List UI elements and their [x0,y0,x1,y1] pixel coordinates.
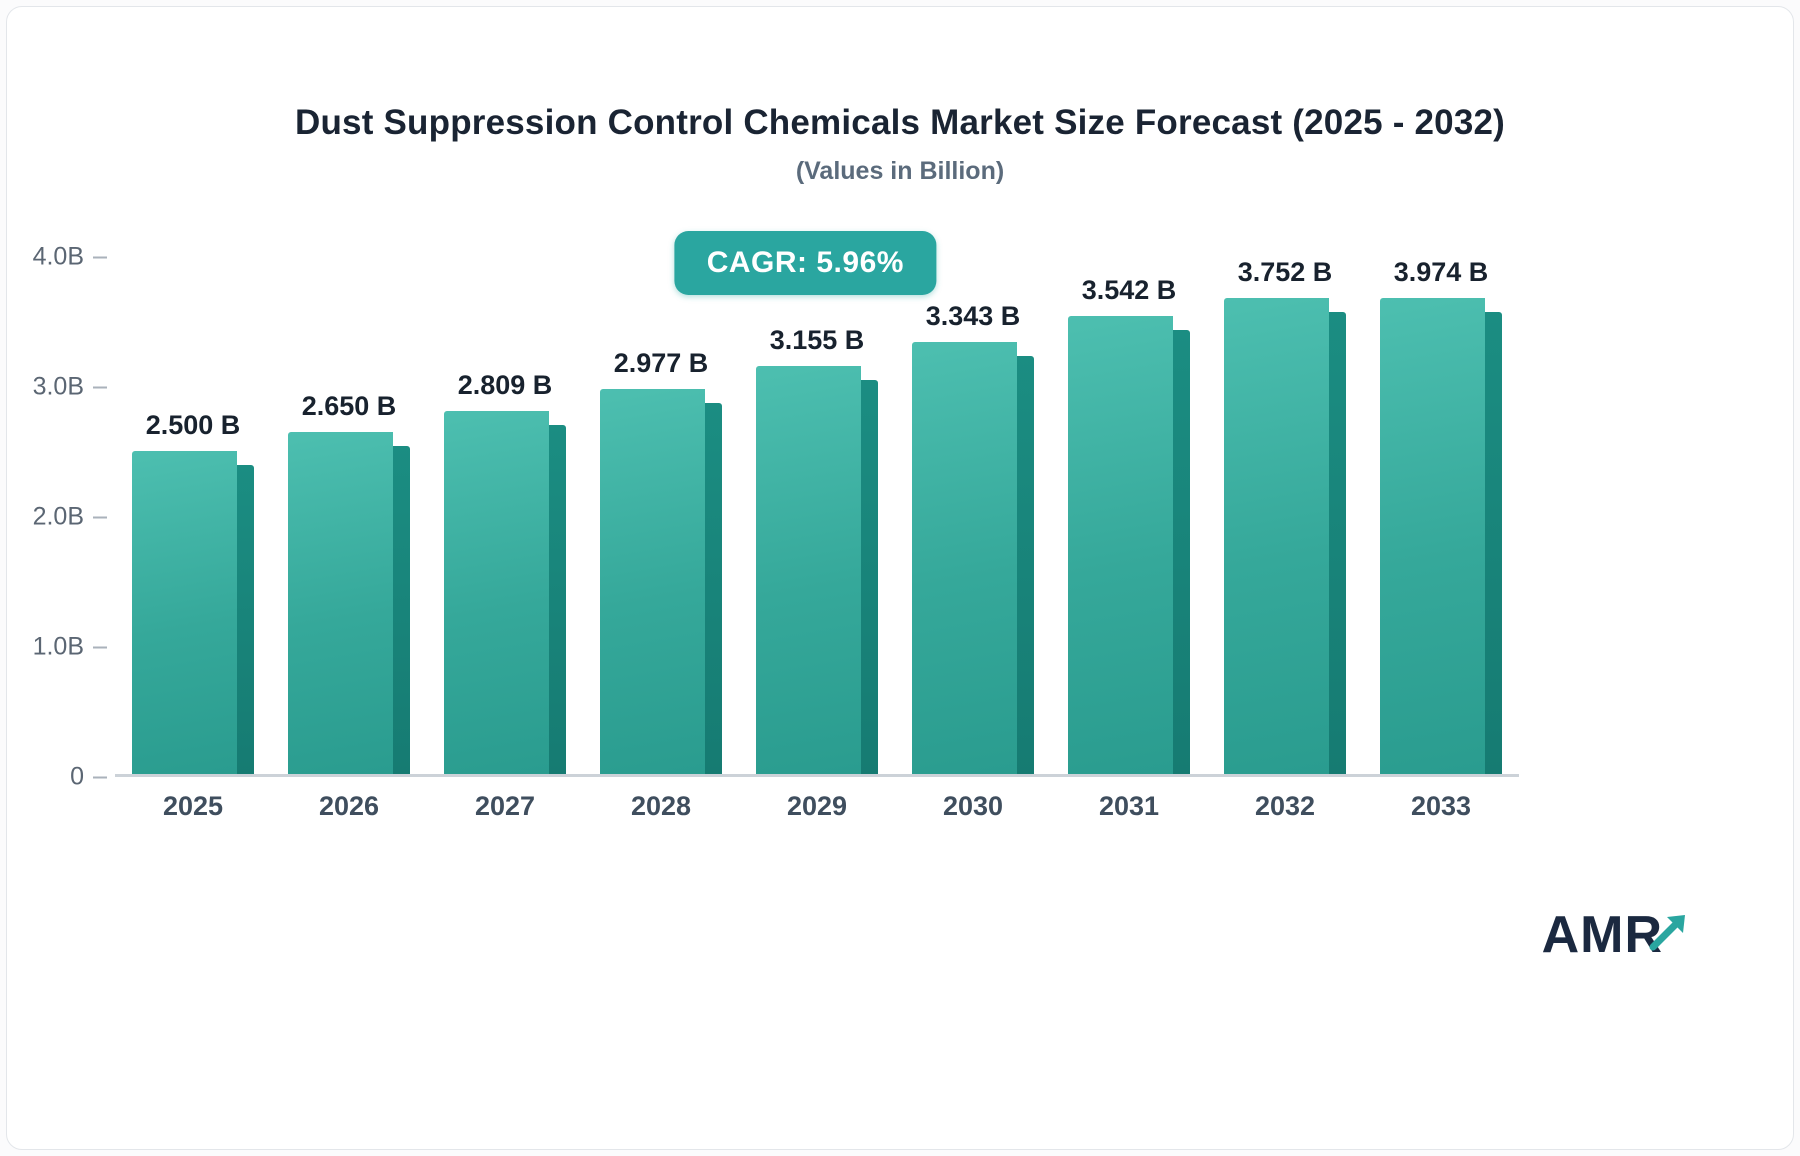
bars: 2.500 B 2.650 B 2.809 B 2.977 B 3.155 B 3.343… [115,257,1519,774]
x-tick-label: 2031 [1098,791,1160,821]
cagr-badge: CAGR: 5.96% [674,231,936,295]
x-tick-label: 2032 [1254,791,1316,821]
bar-value-label: 2.500 B [145,409,241,440]
y-tick-mark [93,516,107,518]
bar-side-shade [1485,312,1502,774]
x-tick-label: 2030 [942,791,1004,821]
bar [288,431,410,774]
x-tick-label: 2028 [630,791,692,821]
bar-group: 3.752 B [1207,257,1363,774]
y-tick-mark [93,386,107,388]
x-tick-label: 2029 [786,791,848,821]
y-axis: 0 1.0B 2.0B 3.0B 4.0B [7,243,107,791]
x-tick-label: 2033 [1410,791,1472,821]
bar-face [1224,298,1329,774]
bar-group: 2.809 B [427,257,583,774]
y-tick: 0 [70,763,107,792]
bar-side-shade [1329,312,1346,774]
bar [756,366,878,774]
bar-value-label: 3.542 B [1081,275,1177,306]
chart-card: Dust Suppression Control Chemicals Marke… [6,6,1794,1150]
plot-area: 2.500 B 2.650 B 2.809 B 2.977 B 3.155 B 3.343… [115,257,1519,777]
bar-side-shade [393,445,410,774]
bar-value-label: 3.752 B [1237,257,1333,287]
bar-face [132,450,237,774]
y-tick-mark [93,646,107,648]
y-tick: 3.0B [33,373,107,402]
bar-group: 2.650 B [271,257,427,774]
y-tick: 2.0B [33,503,107,532]
bar-face [756,366,861,774]
bar-group: 3.542 B [1051,257,1207,774]
x-tick-label: 2027 [474,791,536,821]
bar-value-label: 2.977 B [613,348,709,379]
brand-logo-text: AMR [1541,906,1663,964]
bar-value-label: 2.650 B [301,390,397,421]
bar-side-shade [705,403,722,774]
bar-face [1068,316,1173,774]
bar-value-label: 3.974 B [1393,257,1489,287]
bar [1224,298,1346,774]
bar-group: 3.974 B [1363,257,1519,774]
bar [1068,316,1190,774]
y-tick-label: 3.0B [32,372,84,401]
y-tick-mark [93,256,107,258]
brand-logo: AMR [1542,905,1693,965]
bar-face [912,341,1017,774]
trend-up-arrow-icon [1649,915,1685,951]
x-axis: 2025 2026 2027 2028 2029 2030 2031 2032 2033 [115,791,1519,822]
bar-side-shade [549,424,566,774]
bar-side-shade [1017,355,1034,774]
bar-face [288,431,393,774]
bar-value-label: 3.155 B [769,325,865,356]
bar-face [600,389,705,774]
bar-group: 2.500 B [115,257,271,774]
bar-group: 2.977 B [583,257,739,774]
bar [132,450,254,774]
bar [1380,298,1502,774]
bar-face [444,410,549,774]
bar-side-shade [237,464,254,774]
bar [600,389,722,774]
bar-group: 3.343 B [895,257,1051,774]
bar-side-shade [861,380,878,774]
x-tick-label: 2026 [318,791,380,821]
y-tick-mark [93,776,107,778]
bar-face [1380,298,1485,774]
bar-side-shade [1173,330,1190,774]
y-tick: 4.0B [33,243,107,272]
bar-value-label: 2.809 B [457,369,553,400]
bar-group: 3.155 B [739,257,895,774]
chart-title: Dust Suppression Control Chemicals Marke… [294,103,1506,142]
y-tick-label: 1.0B [32,632,84,661]
y-tick-label: 0 [70,762,84,791]
bar [912,341,1034,774]
bar-value-label: 3.343 B [925,300,1021,331]
y-tick-label: 4.0B [32,242,84,271]
bar [444,410,566,774]
chart-subtitle: (Values in Billion) [795,157,1005,185]
y-tick-label: 2.0B [32,502,84,531]
x-tick-label: 2025 [162,791,224,821]
y-tick: 1.0B [33,633,107,662]
